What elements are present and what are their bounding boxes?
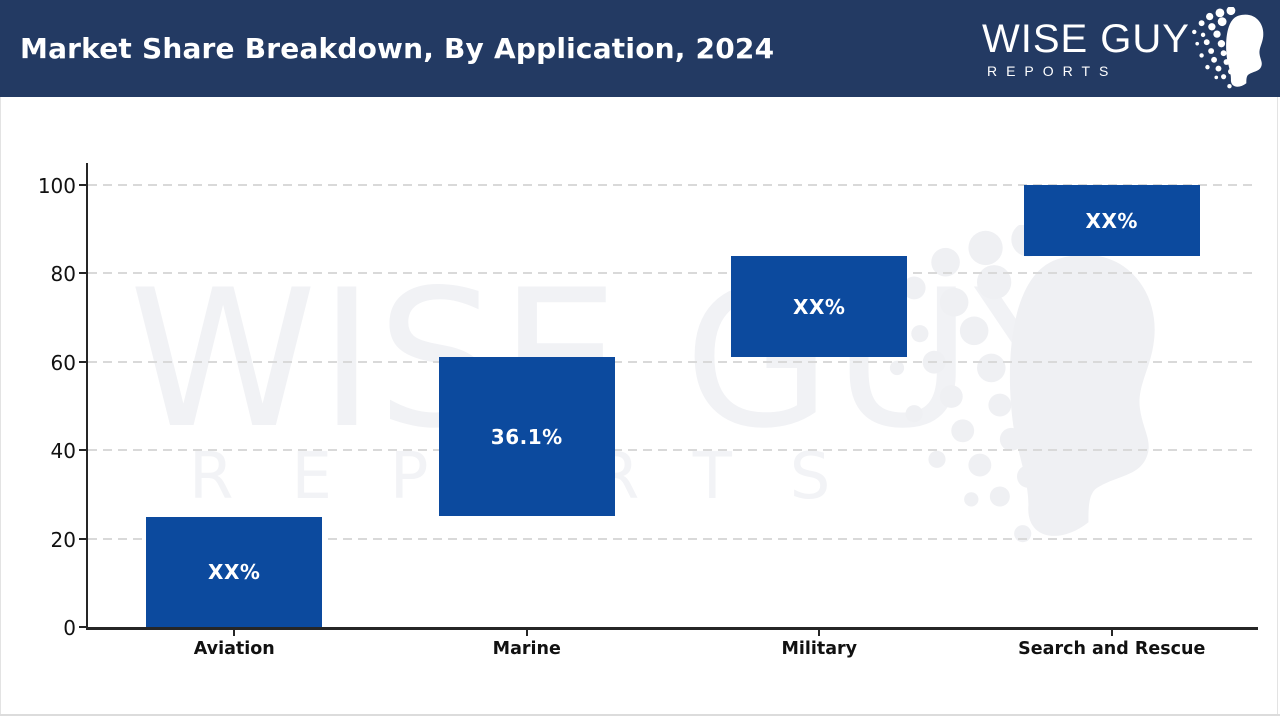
bar-value-label: XX% [793,294,846,319]
y-tick-label-20: 20 [50,527,76,552]
x-tick-2 [818,629,821,636]
y-tick-40 [79,449,87,452]
x-category-label: Marine [492,639,561,659]
bar-aviation: XX% [146,516,323,627]
y-tick-0 [79,626,87,628]
x-category-label: Military [781,639,858,659]
x-category-label: Search and Rescue [1018,639,1206,659]
gridline-60 [88,360,1258,363]
bar-value-label: XX% [208,559,261,584]
y-tick-label-40: 40 [50,439,76,464]
gridline-40 [88,449,1258,452]
y-axis-spine [86,163,88,629]
bar-military: XX% [731,256,908,357]
bar-value-label: 36.1% [490,424,563,449]
y-tick-label-100: 100 [37,174,76,198]
header-bar: Market Share Breakdown, By Application, … [0,0,1280,97]
page-title: Market Share Breakdown, By Application, … [20,32,775,65]
gridline-20 [88,537,1258,540]
y-tick-80 [79,272,87,275]
x-tick-1 [525,629,528,636]
wise-guy-logo: WISE GUY REPORTS [982,3,1270,95]
gridline-100 [88,184,1258,186]
gridline-80 [88,272,1258,275]
x-axis-spine [86,627,1258,630]
bar-search-and-rescue: XX% [1023,185,1200,257]
bar-value-label: XX% [1085,208,1138,233]
logo-wordmark-line1: WISE GUY [981,16,1190,61]
y-tick-60 [79,360,87,363]
bar-marine: 36.1% [438,356,615,517]
y-tick-label-0: 0 [63,616,76,640]
y-tick-label-60: 60 [50,350,76,375]
y-tick-100 [79,184,87,186]
y-tick-20 [79,537,87,540]
x-tick-0 [233,629,236,636]
y-tick-label-80: 80 [50,262,76,287]
x-tick-3 [1110,629,1113,636]
bottom-divider [0,714,1280,716]
logo-head-icon [1192,6,1264,88]
x-category-label: Aviation [193,639,275,659]
logo-wordmark-line2: REPORTS [986,62,1118,79]
logo-wordmark: WISE GUY REPORTS [982,19,1190,78]
